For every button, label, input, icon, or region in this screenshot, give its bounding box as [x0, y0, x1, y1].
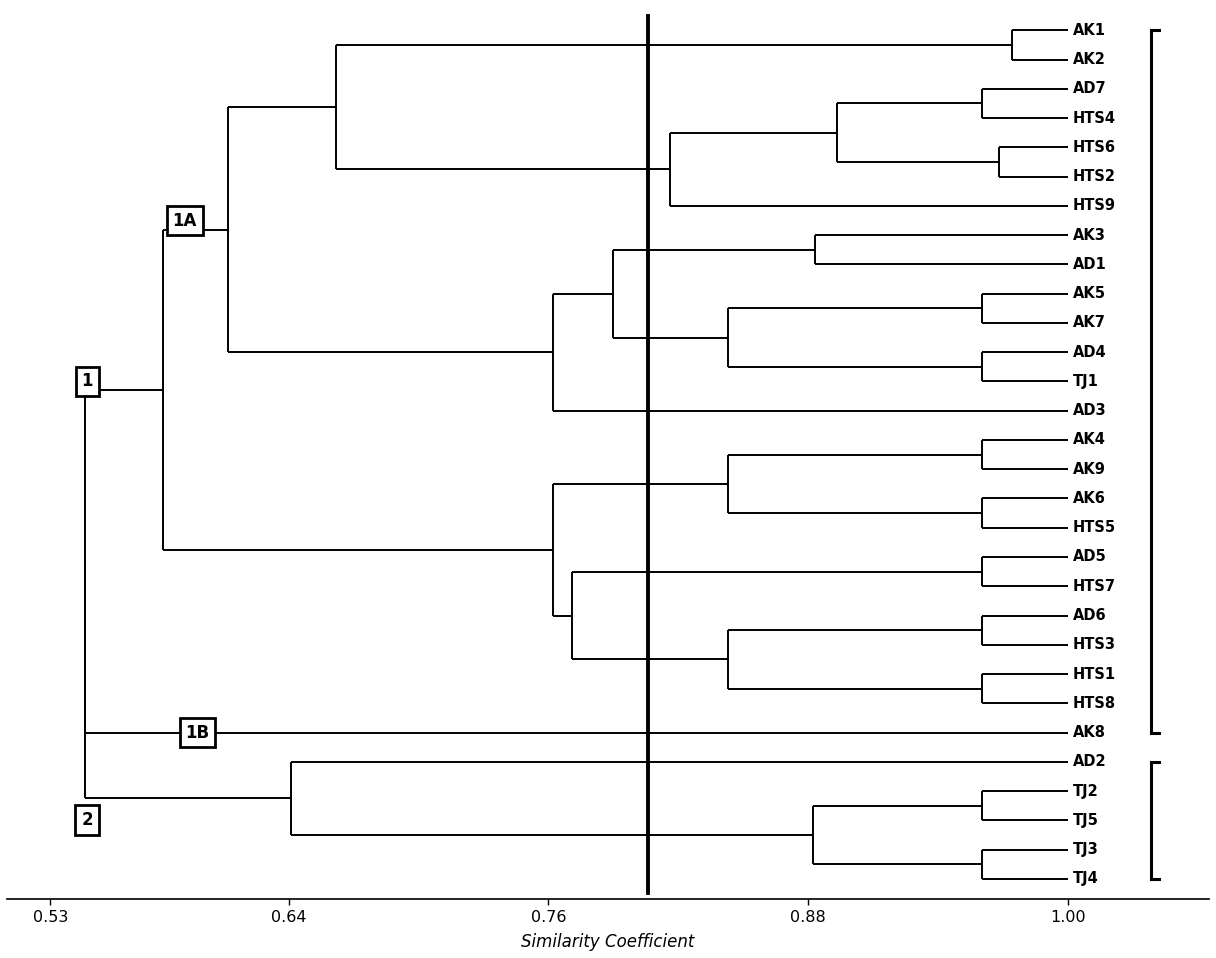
Text: HTS8: HTS8	[1073, 696, 1116, 711]
Text: TJ2: TJ2	[1073, 784, 1098, 799]
Text: AK2: AK2	[1073, 52, 1105, 67]
Text: AD6: AD6	[1073, 608, 1107, 623]
Text: 2: 2	[81, 811, 92, 830]
Text: AK5: AK5	[1073, 286, 1105, 301]
Text: AD2: AD2	[1073, 754, 1107, 769]
Text: 1A: 1A	[173, 212, 197, 230]
X-axis label: Similarity Coefficient: Similarity Coefficient	[522, 933, 694, 951]
Text: HTS5: HTS5	[1073, 520, 1116, 536]
Text: HTS7: HTS7	[1073, 579, 1115, 594]
Text: TJ5: TJ5	[1073, 812, 1098, 828]
Text: AK1: AK1	[1073, 23, 1105, 38]
Text: AK7: AK7	[1073, 315, 1105, 331]
Text: HTS3: HTS3	[1073, 637, 1115, 652]
Text: AD4: AD4	[1073, 345, 1107, 359]
Text: AK9: AK9	[1073, 462, 1105, 477]
Text: HTS9: HTS9	[1073, 198, 1115, 214]
Text: AK4: AK4	[1073, 432, 1105, 447]
Text: HTS1: HTS1	[1073, 667, 1116, 681]
Text: 1: 1	[81, 373, 92, 391]
Text: HTS4: HTS4	[1073, 110, 1115, 125]
Text: TJ1: TJ1	[1073, 374, 1098, 389]
Text: AD1: AD1	[1073, 257, 1107, 272]
Text: TJ3: TJ3	[1073, 842, 1098, 857]
Text: AD5: AD5	[1073, 550, 1107, 564]
Text: AD3: AD3	[1073, 403, 1107, 419]
Text: TJ4: TJ4	[1073, 872, 1098, 886]
Text: 1B: 1B	[186, 723, 209, 741]
Text: HTS6: HTS6	[1073, 140, 1115, 155]
Text: AK3: AK3	[1073, 228, 1105, 242]
Text: AK8: AK8	[1073, 725, 1105, 740]
Text: AD7: AD7	[1073, 81, 1107, 97]
Text: AK6: AK6	[1073, 490, 1105, 506]
Text: HTS2: HTS2	[1073, 170, 1115, 184]
